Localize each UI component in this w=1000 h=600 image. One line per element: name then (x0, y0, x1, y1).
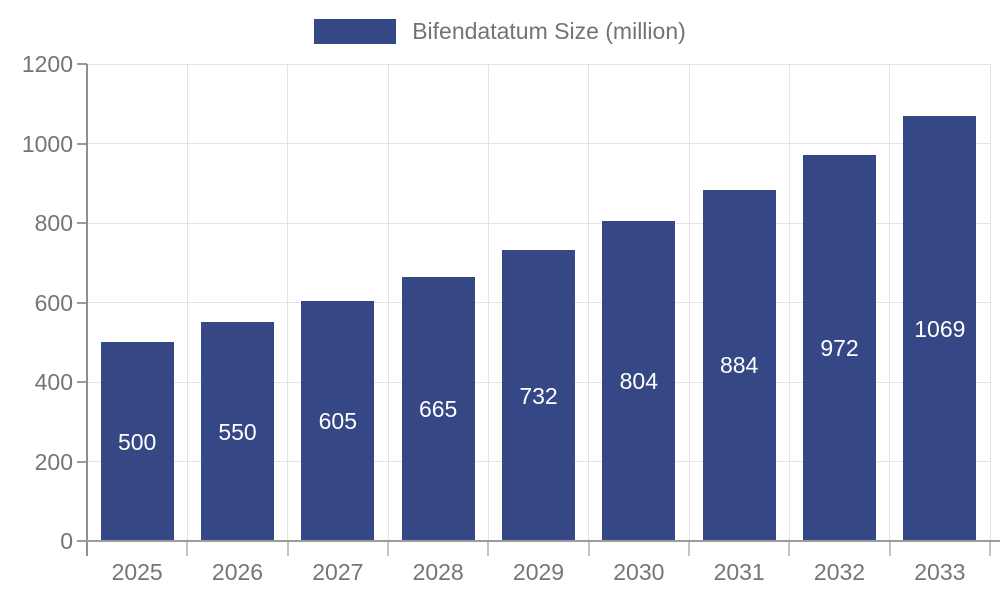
bar-value-label: 884 (719, 352, 759, 379)
gridline-vertical (186, 64, 188, 541)
y-axis-line (86, 64, 88, 556)
x-tick-label: 2029 (512, 559, 565, 585)
bar-2033[interactable] (903, 116, 977, 541)
bar-value-label: 605 (318, 407, 358, 434)
x-tick-label: 2028 (412, 559, 464, 585)
x-axis-tick (487, 541, 490, 556)
y-axis-tick (77, 142, 87, 145)
gridline-vertical (989, 64, 991, 541)
bar-2032[interactable] (803, 154, 876, 541)
y-tick-label: 400 (34, 369, 73, 395)
gridline-vertical (688, 64, 690, 541)
gridline-vertical (487, 64, 489, 541)
bar-value-label: 1069 (914, 315, 966, 342)
x-tick-label: 2030 (613, 559, 665, 585)
x-tick-label: 2027 (312, 559, 364, 585)
y-axis-tick (77, 63, 87, 65)
y-tick-label: 600 (34, 289, 73, 316)
gridline-vertical (788, 64, 790, 541)
y-axis-tick (77, 460, 87, 463)
bar-value-label: 665 (418, 395, 458, 422)
x-tick-label: 2032 (813, 559, 866, 585)
x-axis-line (86, 540, 1000, 542)
x-axis-tick (186, 541, 189, 556)
y-tick-label: 200 (34, 448, 73, 475)
bar-value-label: 732 (519, 382, 558, 409)
x-tick-label: 2026 (211, 559, 264, 585)
y-tick-label: 1000 (21, 130, 73, 157)
gridline-vertical (588, 64, 590, 541)
y-tick-label: 1200 (21, 51, 73, 77)
bar-2025[interactable] (100, 342, 174, 541)
bar-2026[interactable] (201, 322, 274, 541)
bar-2031[interactable] (702, 189, 776, 541)
bar-value-label: 804 (619, 368, 659, 395)
x-tick-label: 2033 (914, 559, 966, 585)
legend-swatch (314, 18, 397, 44)
gridline-horizontal (87, 63, 990, 65)
x-axis-tick (888, 541, 891, 556)
gridline-horizontal (87, 222, 990, 224)
bar-value-label: 972 (820, 334, 859, 361)
y-axis-tick (77, 301, 87, 304)
bar-2030[interactable] (602, 221, 676, 541)
y-tick-label: 800 (34, 210, 73, 236)
bar-2029[interactable] (502, 250, 575, 541)
y-axis-tick (77, 540, 87, 542)
x-tick-label: 2025 (111, 559, 163, 585)
gridline-vertical (387, 64, 389, 541)
bar-2028[interactable] (401, 276, 475, 541)
x-axis-tick (989, 541, 991, 556)
x-axis-tick (286, 541, 289, 556)
y-axis-tick (77, 222, 87, 224)
x-axis-tick (387, 541, 389, 556)
y-tick-label: 0 (60, 528, 73, 554)
gridline-horizontal (87, 143, 990, 144)
legend: Bifendatatum Size (million) (0, 17, 1000, 45)
bar-value-label: 550 (218, 418, 257, 445)
y-axis-tick (77, 381, 87, 383)
x-axis-tick (688, 541, 690, 556)
legend-label: Bifendatatum Size (million) (412, 18, 686, 44)
x-axis-tick (788, 541, 791, 556)
x-axis-tick (587, 541, 590, 556)
gridline-vertical (889, 64, 891, 541)
x-tick-label: 2031 (713, 559, 765, 585)
bar-value-label: 500 (117, 428, 157, 455)
gridline-vertical (287, 64, 289, 541)
bar-2027[interactable] (301, 300, 375, 541)
